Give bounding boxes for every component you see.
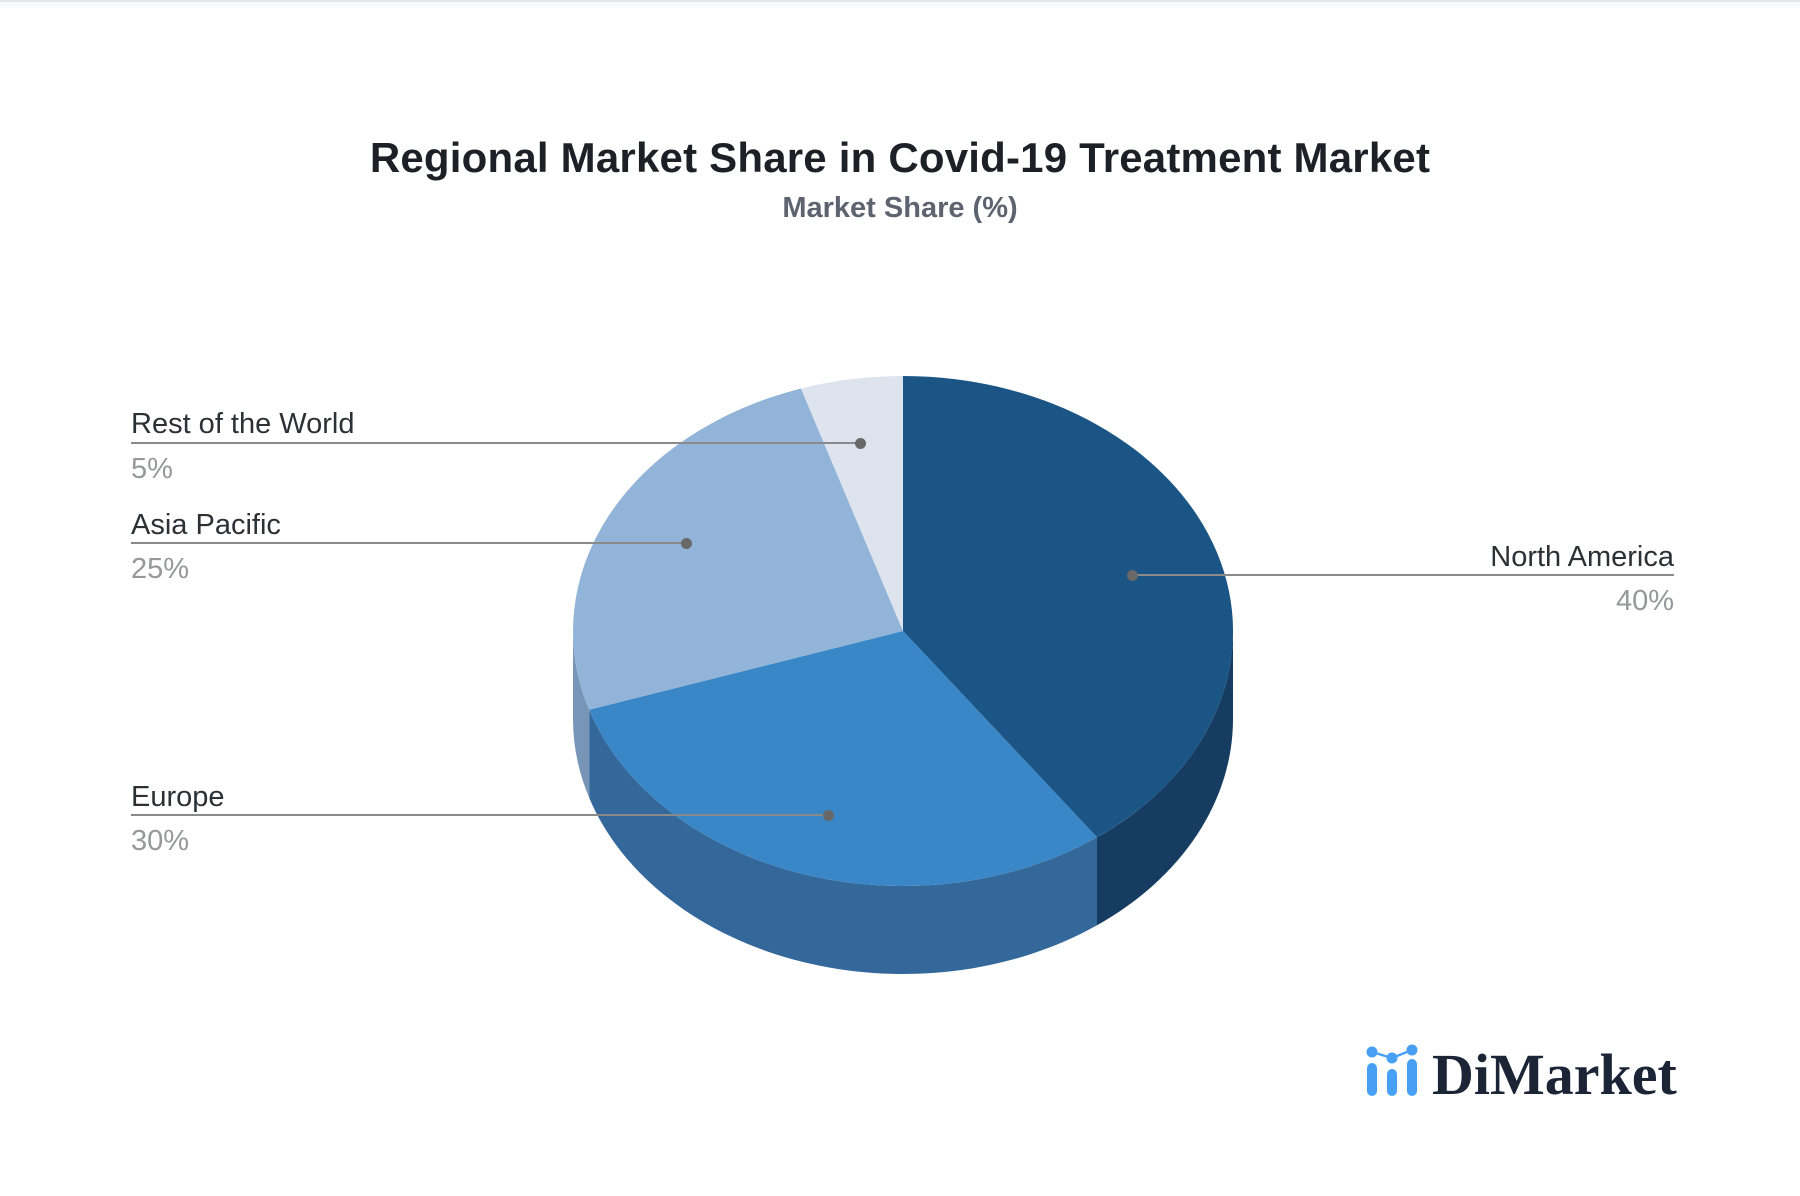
callout-percent: 25% [131,553,190,585]
callout-label: Rest of the World [131,408,355,440]
pie-slice-europe[interactable] [589,631,1097,886]
leader-dot [681,538,692,549]
callout-label: North America [1490,541,1674,573]
leader-dot [1127,570,1138,581]
leader-line [131,542,686,544]
callout-percent: 5% [131,453,173,485]
pie-slice-asia-pacific[interactable] [573,388,903,710]
callout-label: Europe [131,781,225,813]
leader-line [1132,574,1674,576]
pie-slice-rest-of-the-world[interactable] [801,376,903,631]
pie-slice-north-america[interactable] [903,376,1234,838]
leader-line [131,814,828,816]
pie-slice-side-asia-pacific[interactable] [573,631,590,798]
leader-dot [823,810,834,821]
window-top-edge [0,0,1800,8]
page-title: Regional Market Share in Covid-19 Treatm… [369,134,1431,181]
leader-dot [855,438,866,449]
callout-label: Asia Pacific [131,509,281,541]
logo-text: DiMarket [1432,1042,1677,1107]
chart-subtitle: Market Share (%) [782,192,1018,224]
bar-chart-icon [1366,1044,1418,1096]
leader-line [131,442,860,444]
callout-percent: 40% [1615,585,1674,617]
pie-slice-side-north-america[interactable] [1097,631,1233,926]
callout-percent: 30% [131,825,190,857]
pie-slice-side-europe[interactable] [589,709,1097,974]
